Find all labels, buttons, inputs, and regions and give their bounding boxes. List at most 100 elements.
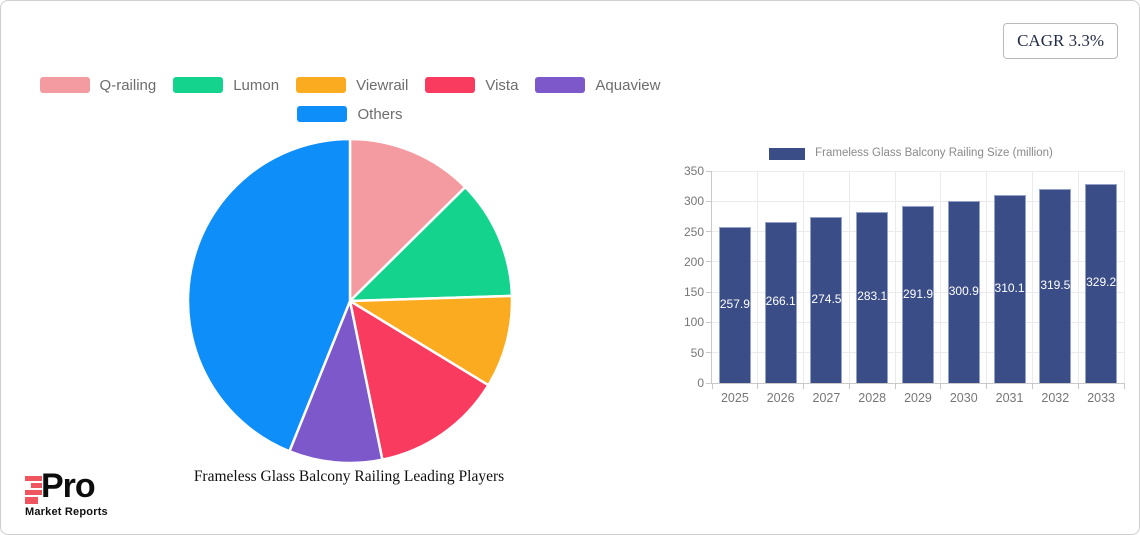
x-tick-mark (848, 383, 850, 389)
x-tick-mark (1123, 383, 1125, 389)
x-tick-mark (940, 383, 942, 389)
pie-slice-vista[interactable] (348, 299, 490, 461)
pie-slice-lumon[interactable] (348, 185, 514, 303)
gridline (848, 171, 850, 383)
y-tick-mark (706, 291, 712, 293)
y-tick-label: 350 (683, 164, 704, 178)
gridline (1031, 171, 1033, 383)
y-tick-label: 100 (683, 315, 704, 330)
y-tick-mark (706, 200, 712, 202)
x-tick-label: 2030 (949, 391, 978, 405)
pie-slice-q-railing[interactable] (348, 137, 467, 303)
gridline (1123, 171, 1125, 383)
bar-2030[interactable] (947, 200, 980, 383)
bar-chart: Frameless Glass Balcony Railing Size (mi… (681, 144, 1139, 414)
y-tick-label: 150 (683, 285, 704, 300)
bar-plot-area: 0 50 100 150 200 250 300 350 257.9 2025 266.1 2026 2… (684, 164, 1125, 405)
legend-swatch (535, 77, 586, 93)
bar-value-label: 291.9 (902, 286, 934, 301)
bar-value-label: 283.1 (857, 289, 888, 304)
x-tick-mark (894, 383, 896, 389)
y-tick-mark (706, 261, 712, 263)
y-tick-mark (706, 231, 712, 233)
pie-slice-others[interactable] (186, 137, 352, 453)
x-tick-mark (757, 383, 759, 389)
y-tick-mark (706, 382, 712, 384)
bar-2029[interactable] (902, 206, 934, 383)
legend-swatch (39, 77, 90, 93)
y-tick-label: 0 (697, 376, 704, 390)
cagr-badge: CAGR 3.3% (1003, 23, 1118, 59)
pie-chart (186, 137, 514, 465)
x-tick-label: 2031 (995, 391, 1024, 405)
bar-value-label: 274.5 (811, 291, 842, 306)
x-tick-label: 2026 (766, 391, 795, 405)
x-tick-label: 2029 (904, 391, 932, 405)
logo-stripes-icon (25, 476, 42, 504)
bar-2033[interactable] (1085, 183, 1118, 383)
x-tick-mark (803, 383, 805, 389)
gridline (894, 171, 896, 383)
gridline (1077, 171, 1079, 383)
bar-value-label: 266.1 (765, 294, 796, 309)
legend-swatch (296, 77, 347, 93)
bar-chart-legend-item[interactable]: Frameless Glass Balcony Railing Size (mi… (681, 147, 1139, 160)
x-tick-mark (986, 383, 988, 389)
legend-swatch (173, 77, 224, 93)
x-tick-mark (711, 383, 713, 389)
bar-2031[interactable] (993, 195, 1026, 383)
bar-value-label: 310.1 (994, 281, 1025, 296)
logo-name: Pro (41, 467, 96, 505)
bar-value-label: 319.5 (1040, 278, 1071, 293)
bar-legend-swatch (769, 148, 806, 160)
legend-item-q-railing[interactable]: Q-railing (39, 76, 157, 94)
bar-2026[interactable] (764, 221, 797, 383)
x-tick-mark (1031, 383, 1033, 389)
legend-item-viewrail[interactable]: Viewrail (296, 77, 408, 93)
x-tick-label: 2033 (1087, 391, 1115, 405)
pro-market-reports-logo: Pro Market Reports (25, 467, 108, 518)
logo-subtitle: Market Reports (25, 506, 108, 518)
legend-item-others[interactable]: Others (297, 105, 403, 123)
y-tick-label: 300 (683, 194, 704, 209)
legend-label: Q-railing (99, 76, 157, 94)
pie-chart-title: Frameless Glass Balcony Railing Leading … (193, 468, 505, 485)
pie-slice-viewrail[interactable] (348, 294, 514, 387)
legend-swatch (425, 77, 476, 93)
y-tick-mark (706, 321, 712, 323)
bar-2032[interactable] (1039, 189, 1072, 383)
pie-slice-aquaview[interactable] (288, 299, 384, 465)
bar-value-label: 329.2 (1086, 275, 1117, 290)
legend-swatch (297, 106, 348, 122)
bar-2025[interactable] (718, 226, 751, 383)
legend-label: Others (357, 105, 403, 123)
bar-2027[interactable] (810, 216, 843, 383)
legend-label: Aquaview (595, 76, 661, 94)
x-tick-label: 2025 (720, 391, 749, 405)
gridline (940, 171, 942, 383)
x-tick-label: 2027 (812, 391, 841, 405)
y-tick-label: 50 (690, 345, 704, 360)
bar-value-label: 257.9 (719, 296, 750, 311)
gridline (757, 171, 759, 383)
gridline (712, 200, 1124, 202)
legend-item-vista[interactable]: Vista (425, 77, 518, 93)
legend-label: Lumon (233, 76, 280, 94)
x-tick-mark (1077, 383, 1079, 389)
bar-value-label: 300.9 (948, 283, 979, 298)
y-tick-mark (706, 170, 712, 172)
pie-legend: Q-railing Lumon Viewrail Vista Aquaview Other… (19, 77, 681, 122)
y-tick-label: 200 (683, 254, 704, 269)
bar-legend-label: Frameless Glass Balcony Railing Size (mi… (815, 147, 1053, 160)
gridline (986, 171, 988, 383)
y-tick-mark (706, 352, 712, 354)
gridline (803, 171, 805, 383)
x-tick-label: 2032 (1041, 391, 1070, 405)
legend-item-aquaview[interactable]: Aquaview (535, 77, 660, 93)
x-tick-label: 2028 (858, 391, 887, 405)
bar-2028[interactable] (856, 211, 889, 383)
legend-label: Viewrail (356, 76, 409, 94)
legend-label: Vista (485, 76, 519, 94)
legend-item-lumon[interactable]: Lumon (173, 77, 279, 93)
